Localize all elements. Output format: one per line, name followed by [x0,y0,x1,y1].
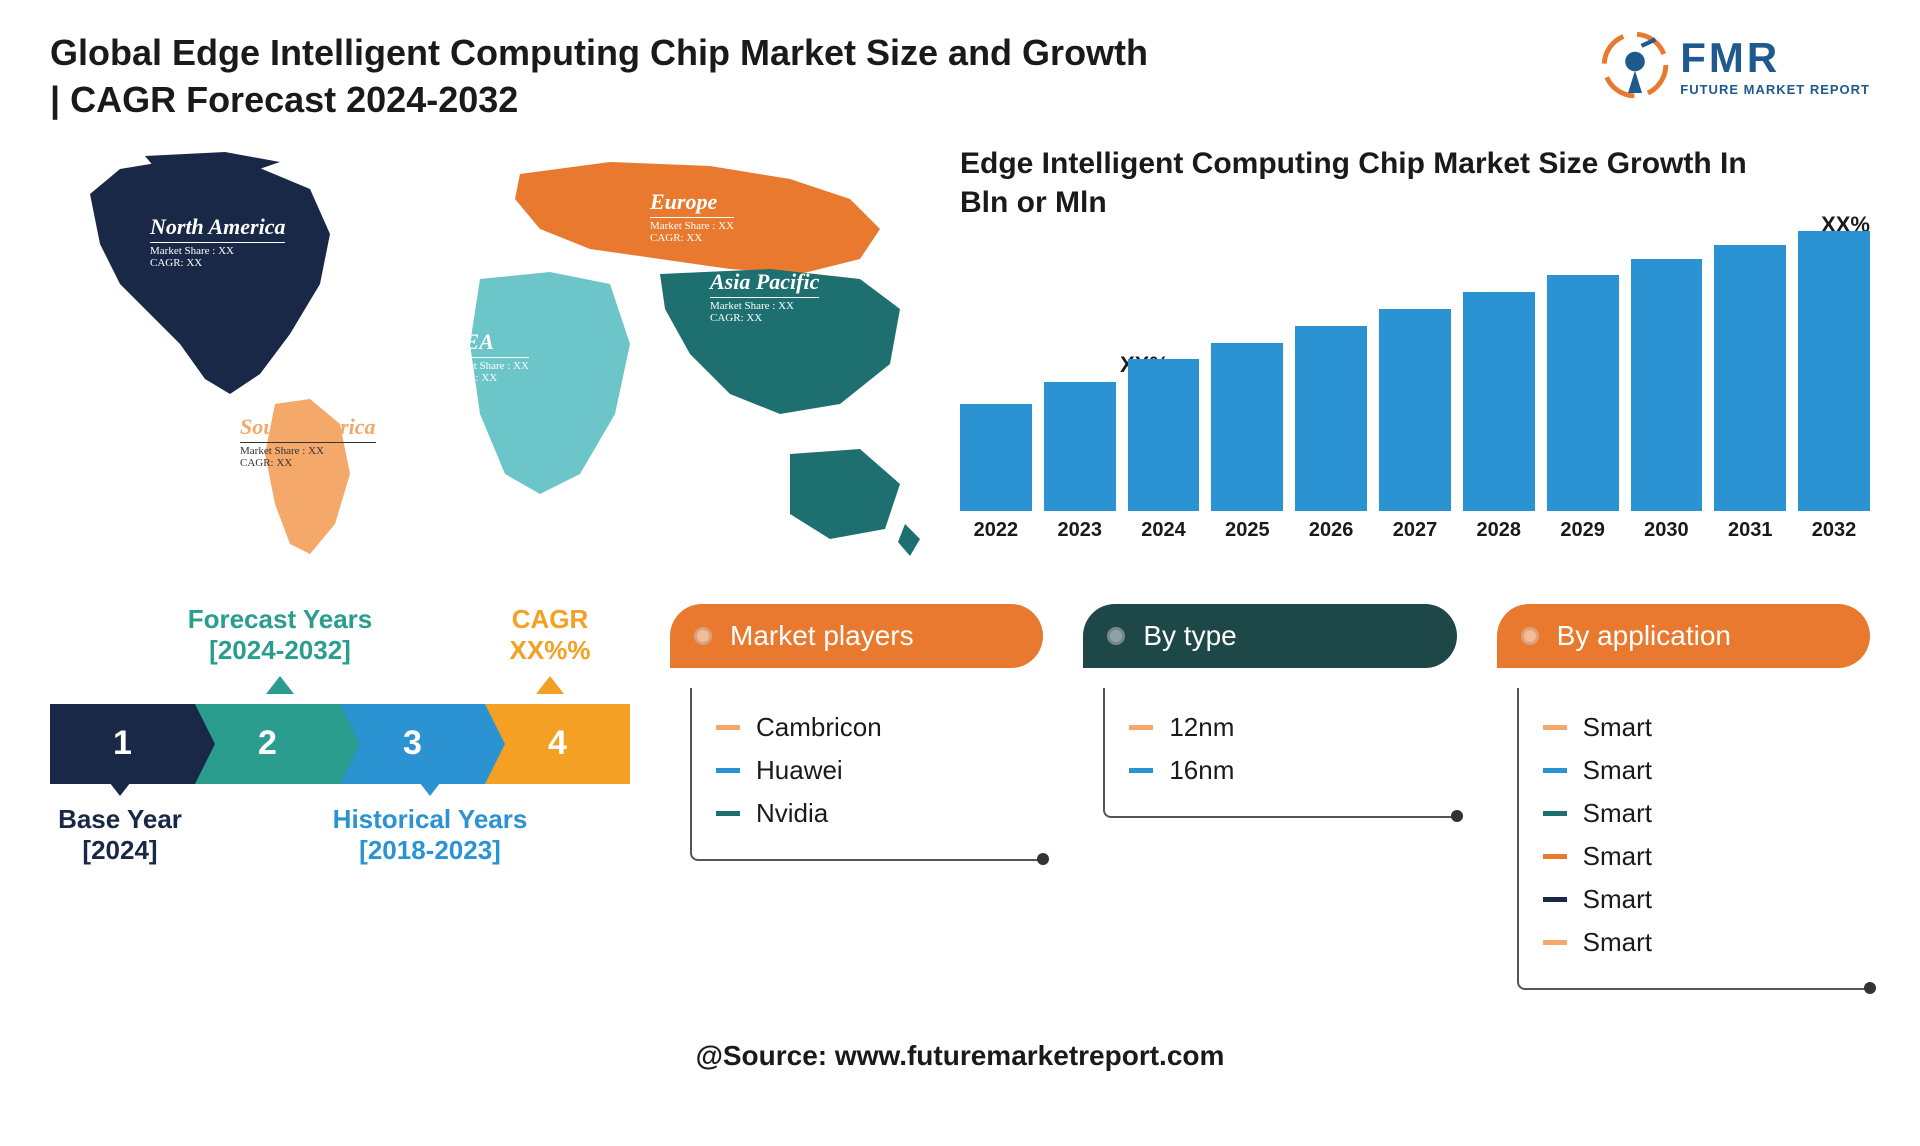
bar-wrap: 2028 [1463,292,1535,541]
bar-year-label: 2026 [1309,519,1354,542]
list-item: Smart [1543,749,1850,792]
bar-wrap: 2023 [1044,382,1116,542]
bar [1798,231,1870,511]
list-item: Smart [1543,792,1850,835]
bar-wrap: 2031 [1714,245,1786,542]
column-header-pill: By type [1083,604,1456,668]
bar-year-label: 2023 [1057,519,1102,542]
column-header-pill: By application [1497,604,1870,668]
bar-year-label: 2024 [1141,519,1186,542]
list-item: Nvidia [716,792,1023,835]
logo-text-main: FMR [1680,34,1870,82]
bar-year-label: 2027 [1393,519,1438,542]
bar-year-label: 2029 [1560,519,1605,542]
source-attribution: @Source: www.futuremarketreport.com [50,1040,1870,1072]
timeline: Forecast Years [2024-2032] CAGR XX%% 123… [50,604,630,784]
bar [1044,382,1116,511]
bar [1211,343,1283,511]
info-column: Market players CambriconHuaweiNvidia [670,604,1043,990]
timeline-step: 2 [195,704,340,784]
bar-wrap: 2027 [1379,309,1451,542]
list-item: Smart [1543,921,1850,964]
list-item: 16nm [1129,749,1436,792]
bar [1379,309,1451,511]
region-label: Asia PacificMarket Share : XXCAGR: XX [710,269,819,324]
list-item: Smart [1543,706,1850,749]
timeline-step: 3 [340,704,485,784]
bar-wrap: 2022 [960,404,1032,541]
info-column: By applicationSmartSmartSmartSmartSmartS… [1497,604,1870,990]
bar [1128,359,1200,510]
bar [1714,245,1786,511]
bar-wrap: 2030 [1631,259,1703,542]
bar-wrap: 2026 [1295,326,1367,542]
header: Global Edge Intelligent Computing Chip M… [50,30,1870,124]
list-item: 12nm [1129,706,1436,749]
historical-label: Historical Years [2018-2023] [320,804,540,866]
list-item: Smart [1543,835,1850,878]
region-label: EuropeMarket Share : XXCAGR: XX [650,189,734,244]
bar-year-label: 2025 [1225,519,1270,542]
bar [1547,275,1619,510]
bar [960,404,1032,510]
bar-chart: Edge Intelligent Computing Chip Market S… [960,144,1870,564]
info-list: CambriconHuaweiNvidia [690,688,1043,861]
region-label: North AmericaMarket Share : XXCAGR: XX [150,214,285,269]
bar-year-label: 2032 [1812,519,1857,542]
info-list: SmartSmartSmartSmartSmartSmart [1517,688,1870,990]
info-list: 12nm16nm [1103,688,1456,818]
bar [1463,292,1535,510]
info-column: By type 12nm16nm [1083,604,1456,990]
bar-year-label: 2022 [974,519,1019,542]
bar [1295,326,1367,511]
base-year-label: Base Year [2024] [40,804,200,866]
bar-year-label: 2028 [1477,519,1522,542]
page-title: Global Edge Intelligent Computing Chip M… [50,30,1150,124]
region-label: South AmericaMarket Share : XXCAGR: XX [240,414,376,469]
cagr-label: CAGR XX%% [480,604,620,666]
list-item: Cambricon [716,706,1023,749]
chart-bars: XX% XX% 20222023202420252026202720282029… [960,242,1870,542]
bar-wrap: 2029 [1547,275,1619,541]
bar-wrap: 2032 [1798,231,1870,542]
logo-icon [1600,30,1670,100]
logo-text-sub: FUTURE MARKET REPORT [1680,82,1870,97]
list-item: Huawei [716,749,1023,792]
bar-year-label: 2031 [1728,519,1773,542]
bar [1631,259,1703,511]
column-header-pill: Market players [670,604,1043,668]
world-map: North AmericaMarket Share : XXCAGR: XX So… [50,144,930,564]
timeline-step: 1 [50,704,195,784]
logo: FMR FUTURE MARKET REPORT [1600,30,1870,100]
forecast-label: Forecast Years [2024-2032] [180,604,380,666]
list-item: Smart [1543,878,1850,921]
chart-title: Edge Intelligent Computing Chip Market S… [960,144,1870,222]
timeline-step: 4 [485,704,630,784]
region-label: MEAMarket Share : XXCAGR: XX [445,329,529,384]
bar-wrap: 2024 [1128,359,1200,541]
bar-year-label: 2030 [1644,519,1689,542]
bar-wrap: 2025 [1211,343,1283,542]
